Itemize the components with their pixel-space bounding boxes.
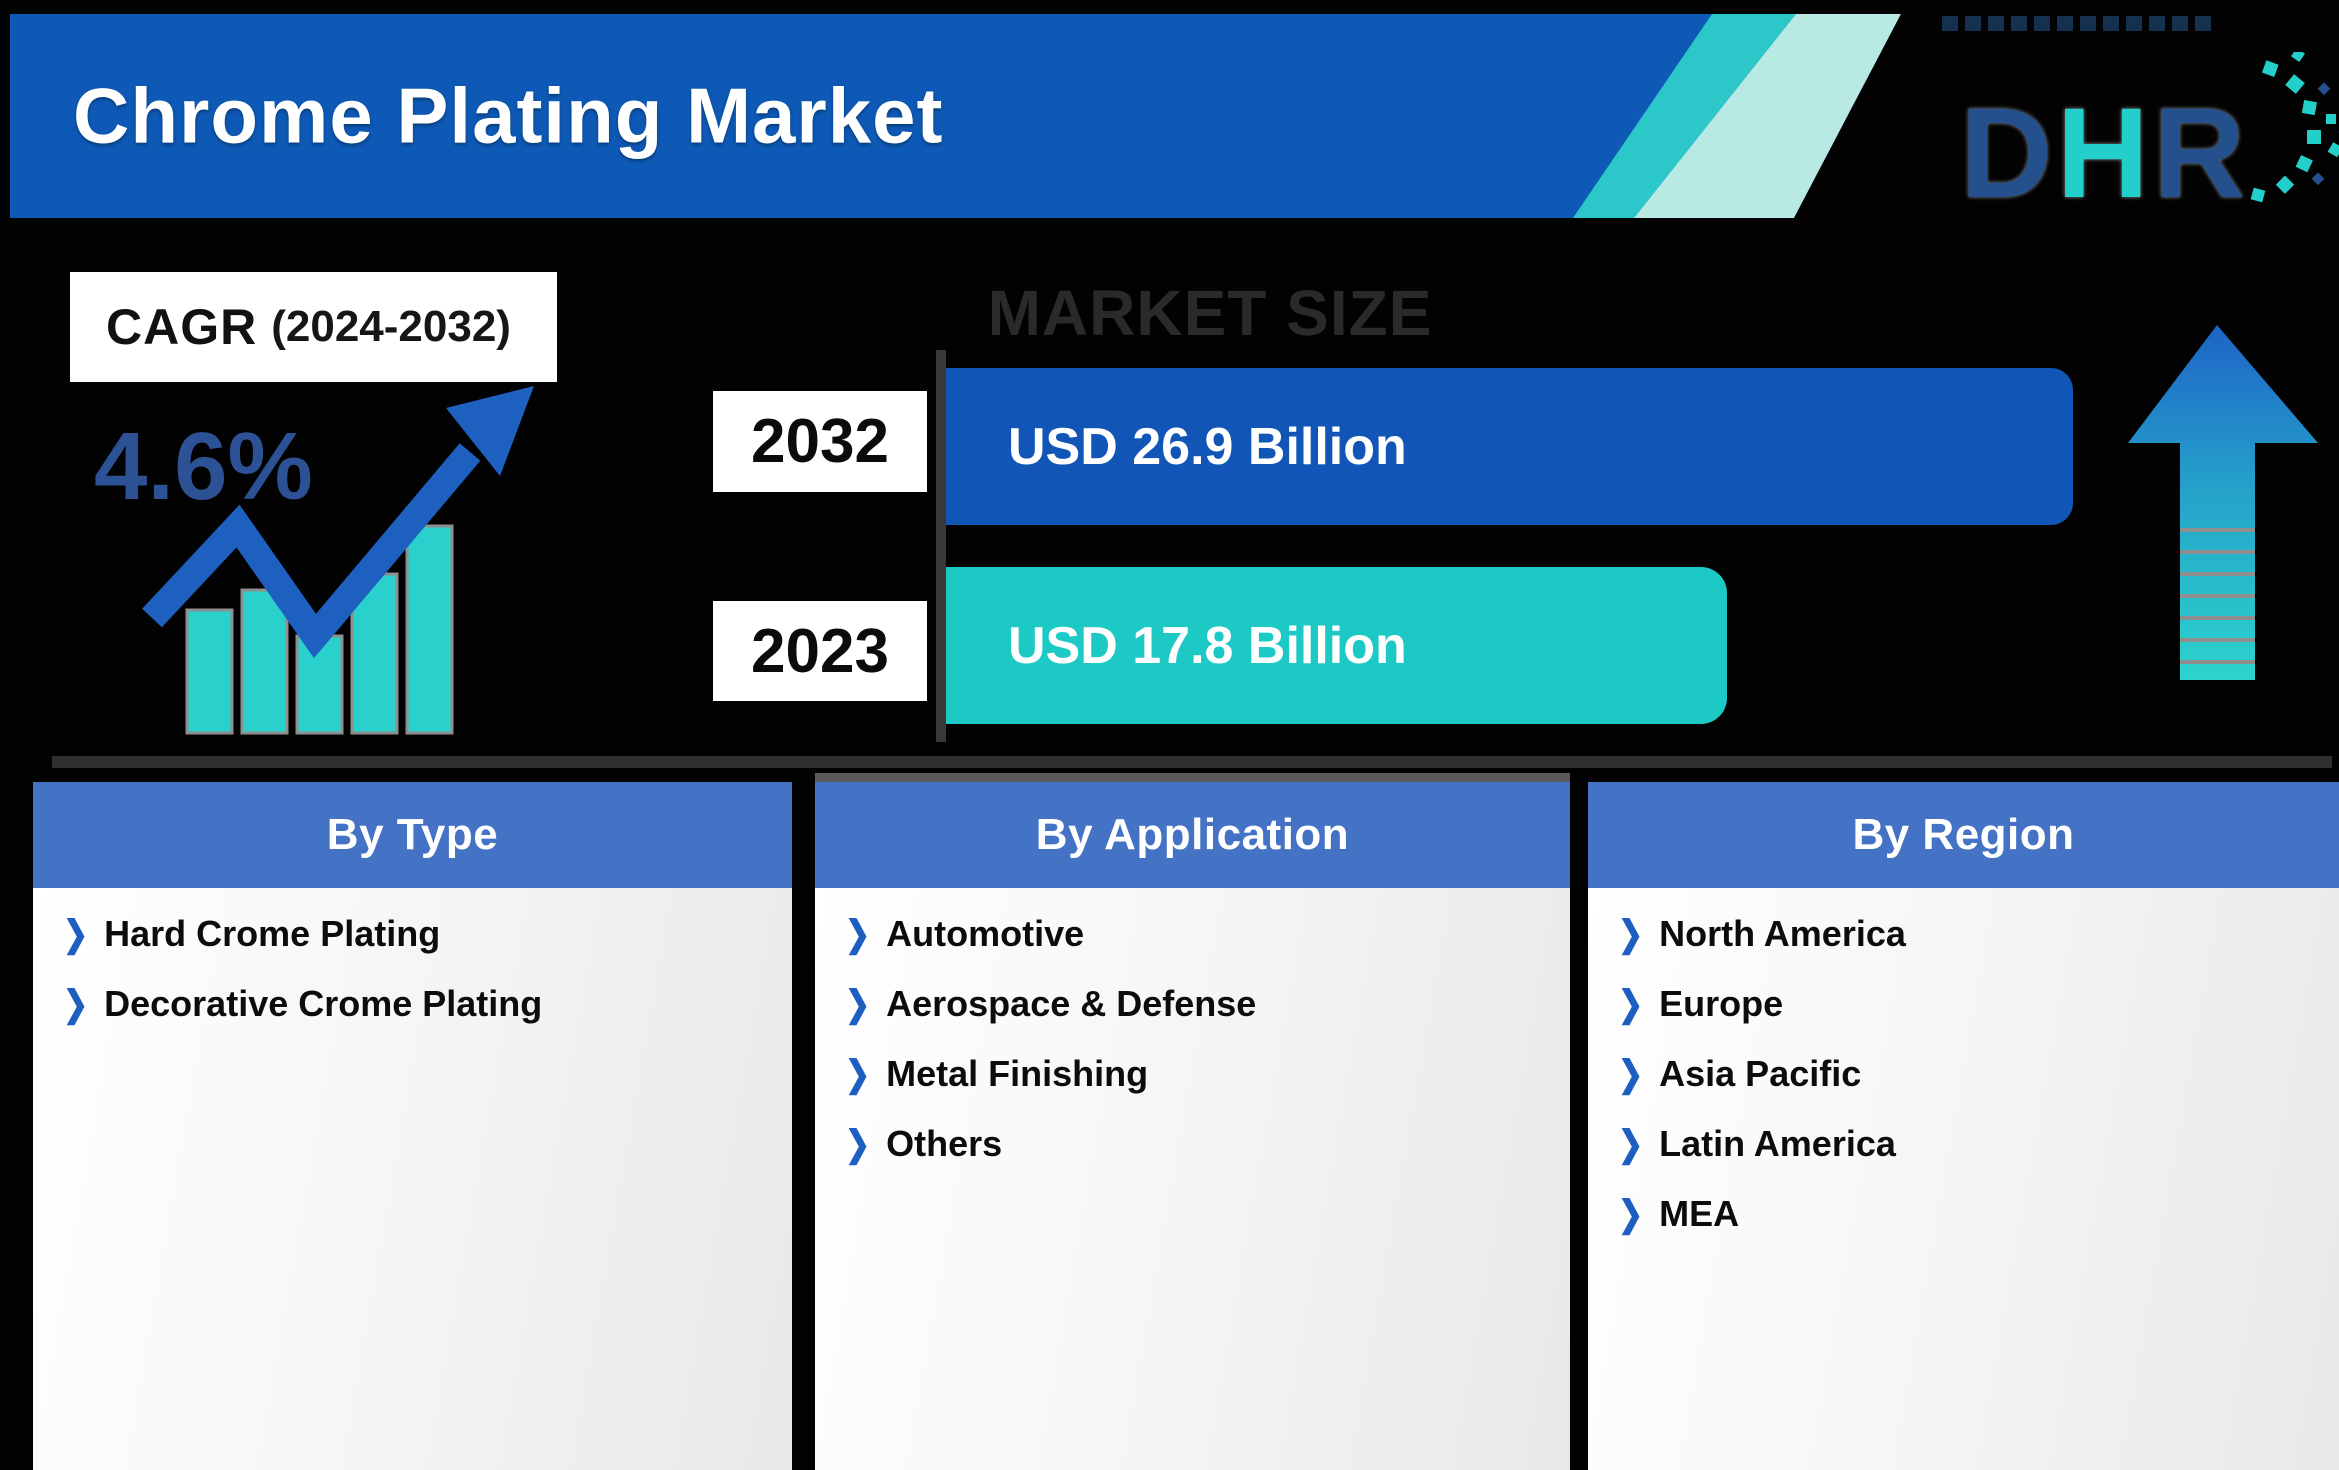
column-header: By Type (33, 782, 792, 888)
list-item: ❯ Asia Pacific (1618, 1052, 2339, 1096)
section-divider (52, 756, 2332, 768)
header-diagonal-stripes (1573, 14, 2339, 218)
list-item: ❯ North America (1618, 912, 2339, 956)
list-item-label: Others (886, 1123, 1003, 1164)
column-title: By Application (1035, 810, 1350, 859)
segment-column: By Type ❯ Hard Crome Plating ❯ Decorativ… (33, 782, 792, 1470)
dhr-logo: DHR (1960, 90, 2249, 218)
market-bar-2023: USD 17.8 Billion (946, 567, 1727, 724)
column-body: ❯ North America ❯ Europe ❯ Asia Pacific … (1588, 888, 2339, 1470)
list-item: ❯ Others (845, 1122, 1570, 1166)
list-item-label: Automotive (886, 913, 1085, 954)
list-item-label: Latin America (1659, 1123, 1896, 1164)
header-bar: Chrome Plating Market DHR (10, 14, 2339, 218)
list-item: ❯ Latin America (1618, 1122, 2339, 1166)
list-item: ❯ Automotive (845, 912, 1570, 956)
column-header: By Application (815, 782, 1570, 888)
column-title: By Type (326, 810, 499, 859)
market-bar-2023-label: USD 17.8 Billion (1008, 616, 1407, 675)
cagr-period: (2024-2032) (271, 302, 511, 351)
list-item-label: Europe (1659, 983, 1784, 1024)
column-body: ❯ Hard Crome Plating ❯ Decorative Crome … (33, 888, 792, 1470)
chevron-right-icon: ❯ (63, 914, 89, 954)
up-arrow-icon (2128, 325, 2318, 680)
list-item: ❯ Decorative Crome Plating (63, 982, 792, 1026)
list-item: ❯ MEA (1618, 1192, 2339, 1236)
cagr-value: 4.6% (94, 413, 313, 520)
year-label-2032: 2032 (713, 391, 927, 492)
year-2032-text: 2032 (751, 407, 889, 476)
market-bar-2032: USD 26.9 Billion (946, 368, 2073, 525)
list-item-label: Metal Finishing (886, 1053, 1149, 1094)
segment-column: By Region ❯ North America ❯ Europe ❯ Asi… (1588, 782, 2339, 1470)
page-title: Chrome Plating Market (73, 71, 944, 160)
chevron-right-icon: ❯ (845, 984, 871, 1024)
year-label-2023: 2023 (713, 601, 927, 701)
list-item-label: North America (1659, 913, 1906, 954)
list-item-label: Aerospace & Defense (886, 983, 1257, 1024)
chevron-right-icon: ❯ (1618, 914, 1644, 954)
list-item-label: Decorative Crome Plating (104, 983, 543, 1024)
chevron-right-icon: ❯ (1618, 1054, 1644, 1094)
column-body: ❯ Automotive ❯ Aerospace & Defense ❯ Met… (815, 888, 1570, 1470)
chevron-right-icon: ❯ (1618, 1194, 1644, 1234)
list-item: ❯ Hard Crome Plating (63, 912, 792, 956)
column-title: By Region (1852, 810, 2075, 859)
logo-letter-h: H (2056, 82, 2153, 225)
list-item: ❯ Metal Finishing (845, 1052, 1570, 1096)
chevron-right-icon: ❯ (1618, 984, 1644, 1024)
market-bar-2032-label: USD 26.9 Billion (1008, 417, 1407, 476)
growth-chart-icon (142, 386, 534, 735)
chevron-right-icon: ❯ (845, 1124, 871, 1164)
logo-letter-r: R (2152, 82, 2250, 225)
market-size-title: MARKET SIZE (987, 277, 1433, 349)
year-2023-text: 2023 (751, 616, 889, 686)
cagr-box: CAGR (2024-2032) (70, 272, 557, 382)
column-header: By Region (1588, 782, 2339, 888)
chevron-right-icon: ❯ (63, 984, 89, 1024)
list-item-label: Asia Pacific (1659, 1053, 1862, 1094)
list-item: ❯ Europe (1618, 982, 2339, 1026)
chevron-right-icon: ❯ (845, 1054, 871, 1094)
logo-pixel-row (1942, 16, 2211, 31)
logo-letter-d: D (1960, 82, 2057, 225)
logo-dots-arc-icon (2250, 52, 2339, 203)
chart-axis (936, 350, 946, 742)
chevron-right-icon: ❯ (845, 914, 871, 954)
list-item: ❯ Aerospace & Defense (845, 982, 1570, 1026)
segment-column: By Application ❯ Automotive ❯ Aerospace … (815, 782, 1570, 1470)
list-item-label: Hard Crome Plating (104, 913, 441, 954)
columns: By Type ❯ Hard Crome Plating ❯ Decorativ… (0, 782, 2339, 1470)
chevron-right-icon: ❯ (1618, 1124, 1644, 1164)
cagr-label: CAGR (106, 299, 258, 355)
list-item-label: MEA (1659, 1193, 1740, 1234)
